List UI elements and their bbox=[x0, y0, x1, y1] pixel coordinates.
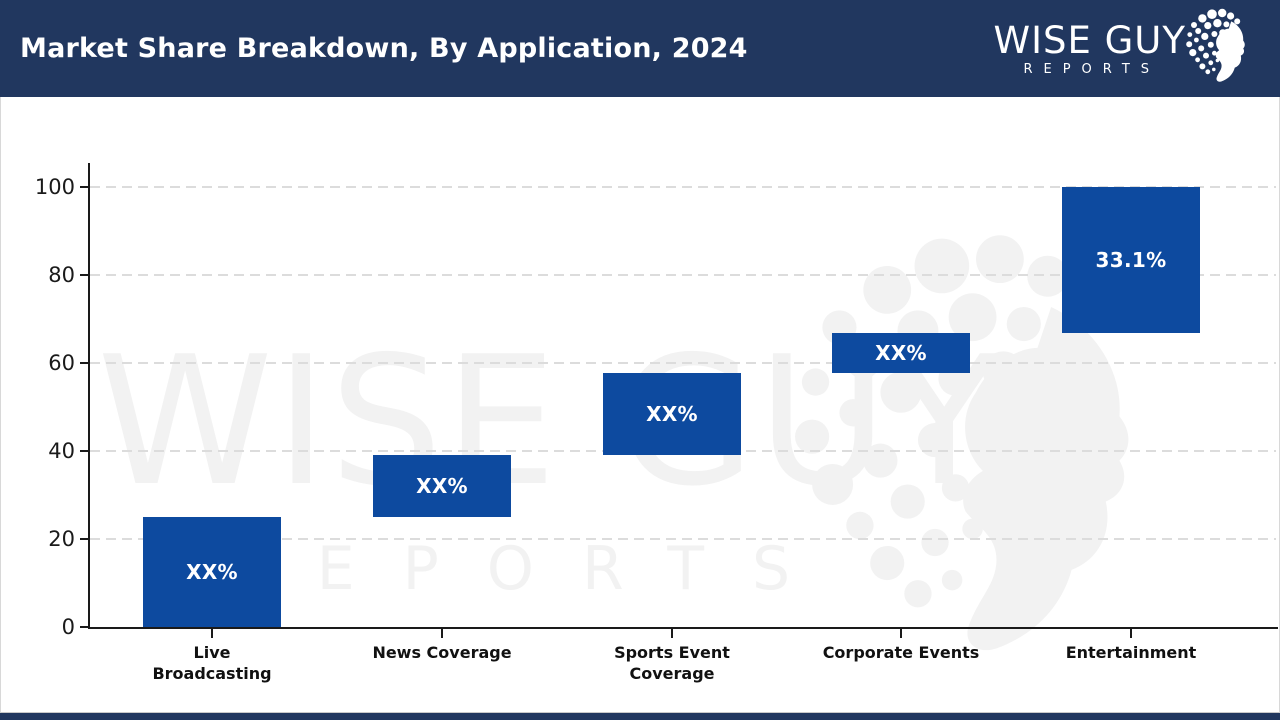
chart-bar-4: 33.1% bbox=[1062, 187, 1200, 333]
y-tick-mark-40 bbox=[80, 450, 89, 452]
watermark-subtext: REPORTS bbox=[227, 534, 839, 604]
x-tick-mark-0 bbox=[211, 629, 213, 638]
y-tick-label-100: 100 bbox=[34, 175, 75, 199]
chart-bar-1: XX% bbox=[373, 454, 511, 517]
x-axis-line bbox=[88, 627, 1278, 629]
x-category-label-3: Corporate Events bbox=[822, 643, 980, 662]
chart-bar-0: XX% bbox=[143, 517, 281, 627]
bar-value-label: XX% bbox=[186, 560, 238, 584]
chart-area: WISE GUY REPORTS 0 20 40 60 80 100 XX% Live Bro… bbox=[0, 97, 1280, 713]
footer-bar bbox=[0, 713, 1280, 720]
x-tick-mark-3 bbox=[900, 629, 902, 638]
bar-value-label: 33.1% bbox=[1095, 247, 1167, 272]
brand-name: WISE GUY bbox=[993, 18, 1186, 62]
x-tick-mark-4 bbox=[1130, 629, 1132, 638]
brand-subtitle: REPORTS bbox=[1023, 61, 1161, 77]
y-axis-line bbox=[88, 163, 90, 629]
x-category-label-2: Sports Event Coverage bbox=[614, 643, 730, 683]
gridline-60 bbox=[90, 362, 1276, 364]
chart-bar-2: XX% bbox=[603, 373, 741, 455]
y-tick-label-40: 40 bbox=[48, 439, 75, 463]
x-category-label-4: Entertainment bbox=[1065, 643, 1197, 662]
x-category-label-0: Live Broadcasting bbox=[152, 643, 272, 683]
bar-value-label: XX% bbox=[416, 473, 468, 498]
gridline-100 bbox=[90, 186, 1276, 188]
y-tick-label-60: 60 bbox=[48, 351, 75, 375]
y-tick-label-0: 0 bbox=[61, 615, 75, 639]
x-category-label-1: News Coverage bbox=[372, 643, 512, 662]
y-tick-mark-0 bbox=[80, 626, 89, 628]
y-tick-label-80: 80 bbox=[48, 263, 75, 287]
bar-value-label: XX% bbox=[646, 402, 698, 427]
chart-title: Market Share Breakdown, By Application, … bbox=[20, 33, 748, 64]
y-tick-mark-100 bbox=[80, 186, 89, 188]
brand-logo: WISE GUY REPORTS bbox=[994, 7, 1254, 91]
brand-face-icon bbox=[1182, 7, 1254, 91]
x-tick-mark-2 bbox=[671, 629, 673, 638]
chart-bar-3: XX% bbox=[832, 332, 970, 374]
gridline-20 bbox=[90, 538, 1276, 540]
header-bar: Market Share Breakdown, By Application, … bbox=[0, 0, 1280, 97]
y-tick-label-20: 20 bbox=[48, 527, 75, 551]
y-tick-mark-20 bbox=[80, 538, 89, 540]
x-tick-mark-1 bbox=[441, 629, 443, 638]
y-tick-mark-80 bbox=[80, 274, 89, 276]
bar-value-label: XX% bbox=[875, 340, 927, 365]
y-tick-mark-60 bbox=[80, 362, 89, 364]
gridline-80 bbox=[90, 274, 1276, 276]
